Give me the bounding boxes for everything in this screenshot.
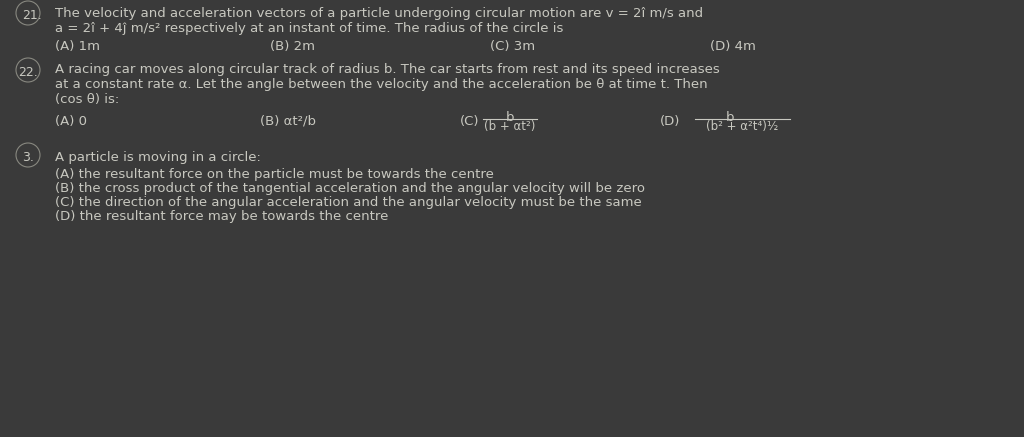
Text: A racing car moves along circular track of radius b. The car starts from rest an: A racing car moves along circular track …	[55, 63, 720, 76]
Text: (D) the resultant force may be towards the centre: (D) the resultant force may be towards t…	[55, 210, 388, 223]
Text: (B) 2m: (B) 2m	[270, 40, 315, 53]
Text: (D) 4m: (D) 4m	[710, 40, 756, 53]
Text: (C): (C)	[460, 115, 479, 128]
Text: (cos θ) is:: (cos θ) is:	[55, 93, 119, 106]
Text: (b + αt²): (b + αt²)	[484, 120, 536, 133]
Text: 22.: 22.	[18, 66, 38, 79]
Text: (B) the cross product of the tangential acceleration and the angular velocity wi: (B) the cross product of the tangential …	[55, 182, 645, 195]
Text: (A) 0: (A) 0	[55, 115, 87, 128]
Text: a = 2î + 4ĵ m/s² respectively at an instant of time. The radius of the circle is: a = 2î + 4ĵ m/s² respectively at an inst…	[55, 22, 563, 35]
Text: (B) αt²/b: (B) αt²/b	[260, 115, 316, 128]
Text: b: b	[506, 111, 514, 124]
Text: at a constant rate α. Let the angle between the velocity and the acceleration be: at a constant rate α. Let the angle betw…	[55, 78, 708, 91]
Text: (A) the resultant force on the particle must be towards the centre: (A) the resultant force on the particle …	[55, 168, 494, 181]
Text: A particle is moving in a circle:: A particle is moving in a circle:	[55, 151, 261, 164]
Text: 21.: 21.	[22, 9, 42, 22]
Text: (A) 1m: (A) 1m	[55, 40, 100, 53]
Text: 3.: 3.	[22, 151, 34, 164]
Text: b: b	[726, 111, 734, 124]
Text: The velocity and acceleration vectors of a particle undergoing circular motion a: The velocity and acceleration vectors of…	[55, 7, 703, 20]
Text: (D): (D)	[660, 115, 680, 128]
Text: (b² + α²t⁴)½: (b² + α²t⁴)½	[706, 120, 778, 133]
Text: (C) 3m: (C) 3m	[490, 40, 536, 53]
Text: (C) the direction of the angular acceleration and the angular velocity must be t: (C) the direction of the angular acceler…	[55, 196, 642, 209]
